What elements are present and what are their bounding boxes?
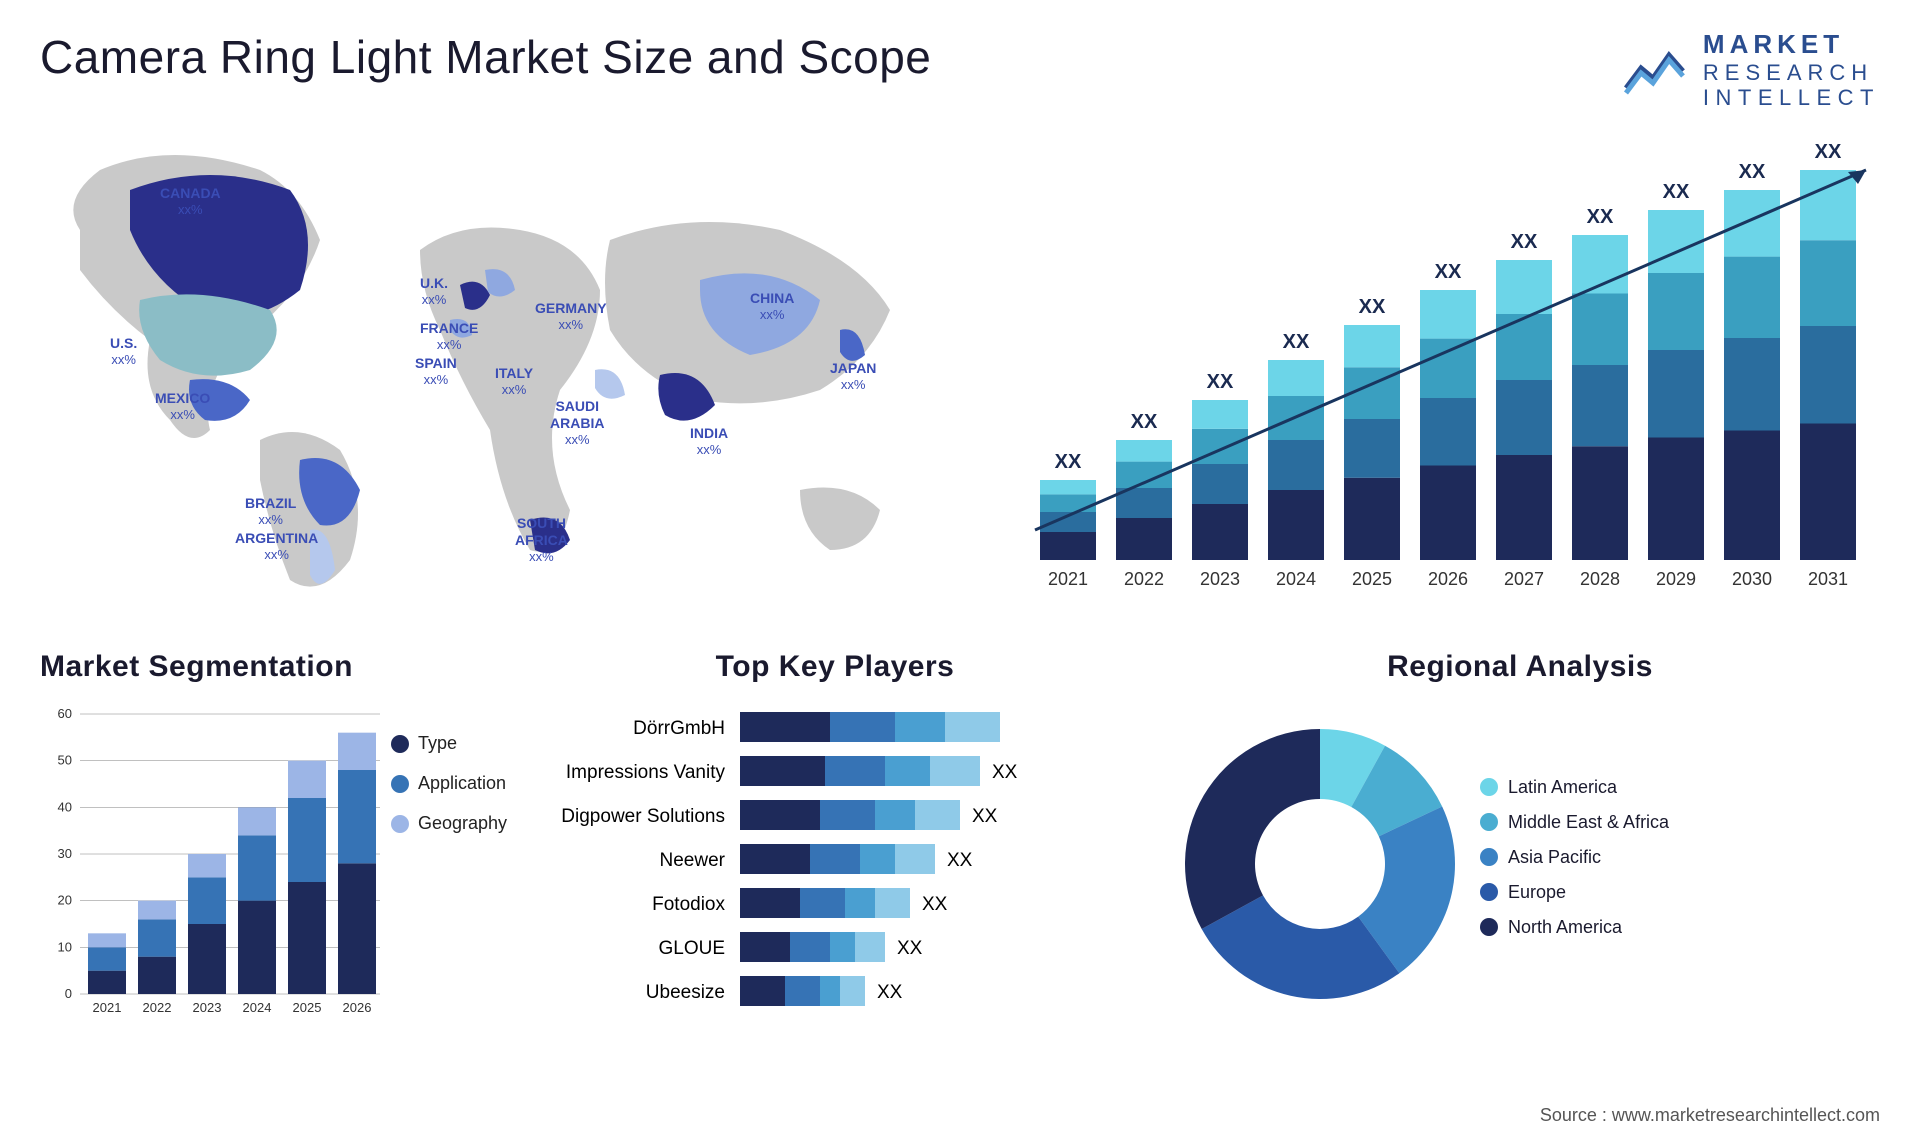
- regional-title: Regional Analysis: [1160, 650, 1880, 684]
- svg-text:XX: XX: [947, 850, 973, 871]
- svg-text:2027: 2027: [1504, 569, 1544, 589]
- regional-legend: Latin America Middle East & Africa Asia Pa…: [1480, 777, 1669, 952]
- svg-text:10: 10: [58, 940, 72, 955]
- legend-dot-icon: [1480, 813, 1498, 831]
- svg-text:Ubeesize: Ubeesize: [646, 982, 725, 1003]
- players-title: Top Key Players: [540, 650, 1130, 684]
- svg-text:2024: 2024: [1276, 569, 1316, 589]
- country-label: BRAZILxx%: [245, 495, 296, 527]
- legend-item: Middle East & Africa: [1480, 812, 1669, 833]
- legend-dot-icon: [1480, 918, 1498, 936]
- country-label: INDIAxx%: [690, 425, 728, 457]
- legend-item: Latin America: [1480, 777, 1669, 798]
- country-label: MEXICOxx%: [155, 390, 210, 422]
- svg-text:Geography: Geography: [418, 813, 507, 833]
- logo-icon: [1621, 43, 1691, 98]
- logo-line2: RESEARCH: [1703, 60, 1880, 85]
- svg-text:30: 30: [58, 846, 72, 861]
- svg-text:XX: XX: [897, 938, 923, 959]
- svg-text:20: 20: [58, 893, 72, 908]
- svg-text:Type: Type: [418, 733, 457, 753]
- svg-text:2022: 2022: [143, 1000, 172, 1015]
- country-label: JAPANxx%: [830, 360, 876, 392]
- svg-text:XX: XX: [1663, 181, 1690, 203]
- country-label: SOUTHAFRICAxx%: [515, 515, 568, 564]
- growth-bar-chart: XX 2021 XX 2022 XX 2023 XX 2024 XX 2025 XX 2026 XX 20…: [980, 130, 1880, 610]
- brand-logo: MARKET RESEARCH INTELLECT: [1621, 30, 1880, 110]
- svg-text:XX: XX: [1055, 451, 1082, 473]
- svg-text:2023: 2023: [1200, 569, 1240, 589]
- legend-dot-icon: [1480, 848, 1498, 866]
- svg-text:2028: 2028: [1580, 569, 1620, 589]
- segmentation-title: Market Segmentation: [40, 650, 510, 684]
- svg-text:0: 0: [65, 986, 72, 1001]
- svg-text:2029: 2029: [1656, 569, 1696, 589]
- svg-text:2030: 2030: [1732, 569, 1772, 589]
- svg-text:XX: XX: [1435, 261, 1462, 283]
- svg-text:50: 50: [58, 753, 72, 768]
- regional-donut: Latin America Middle East & Africa Asia Pa…: [1160, 704, 1880, 1024]
- svg-text:XX: XX: [1207, 371, 1234, 393]
- svg-text:2021: 2021: [1048, 569, 1088, 589]
- svg-text:2026: 2026: [343, 1000, 372, 1015]
- country-label: FRANCExx%: [420, 320, 478, 352]
- country-label: GERMANYxx%: [535, 300, 607, 332]
- svg-text:60: 60: [58, 706, 72, 721]
- legend-dot-icon: [1480, 778, 1498, 796]
- country-label: SAUDIARABIAxx%: [550, 398, 604, 447]
- source-attribution: Source : www.marketresearchintellect.com: [1540, 1105, 1880, 1126]
- country-label: ITALYxx%: [495, 365, 533, 397]
- svg-text:Neewer: Neewer: [660, 850, 726, 871]
- logo-line1: MARKET: [1703, 30, 1880, 60]
- logo-line3: INTELLECT: [1703, 85, 1880, 110]
- legend-item: North America: [1480, 917, 1669, 938]
- svg-text:Fotodiox: Fotodiox: [652, 894, 725, 915]
- legend-label: Asia Pacific: [1508, 847, 1601, 868]
- page-title: Camera Ring Light Market Size and Scope: [40, 30, 931, 84]
- country-label: U.K.xx%: [420, 275, 448, 307]
- svg-text:Digpower Solutions: Digpower Solutions: [561, 806, 725, 827]
- svg-text:XX: XX: [1739, 161, 1766, 183]
- svg-text:2025: 2025: [1352, 569, 1392, 589]
- top-players-chart: DörrGmbH Impressions Vanity XX Digpower Sol…: [540, 704, 1130, 1024]
- svg-text:Impressions Vanity: Impressions Vanity: [566, 762, 726, 783]
- country-label: CANADAxx%: [160, 185, 221, 217]
- svg-text:40: 40: [58, 800, 72, 815]
- legend-dot-icon: [1480, 883, 1498, 901]
- world-map: CANADAxx% U.S.xx% MEXICOxx% BRAZILxx%ARGENT…: [40, 130, 940, 610]
- svg-text:2024: 2024: [243, 1000, 272, 1015]
- legend-label: Europe: [1508, 882, 1566, 903]
- legend-label: Latin America: [1508, 777, 1617, 798]
- legend-item: Europe: [1480, 882, 1669, 903]
- segmentation-chart: 0 10 20 30 40 50 60 2021 2022 2023 2024 2025 2026 Typ…: [40, 704, 510, 1024]
- svg-text:DörrGmbH: DörrGmbH: [633, 718, 725, 739]
- svg-text:2022: 2022: [1124, 569, 1164, 589]
- svg-text:XX: XX: [922, 894, 948, 915]
- svg-text:XX: XX: [1131, 411, 1158, 433]
- legend-label: Middle East & Africa: [1508, 812, 1669, 833]
- legend-label: North America: [1508, 917, 1622, 938]
- svg-text:XX: XX: [972, 806, 998, 827]
- legend-item: Asia Pacific: [1480, 847, 1669, 868]
- svg-text:2023: 2023: [193, 1000, 222, 1015]
- svg-text:2026: 2026: [1428, 569, 1468, 589]
- country-label: U.S.xx%: [110, 335, 137, 367]
- svg-text:XX: XX: [1587, 206, 1614, 228]
- svg-text:Application: Application: [418, 773, 506, 793]
- svg-text:2031: 2031: [1808, 569, 1848, 589]
- svg-text:XX: XX: [877, 982, 903, 1003]
- svg-text:XX: XX: [1511, 231, 1538, 253]
- country-label: ARGENTINAxx%: [235, 530, 318, 562]
- svg-text:2025: 2025: [293, 1000, 322, 1015]
- svg-text:GLOUE: GLOUE: [658, 938, 725, 959]
- svg-text:XX: XX: [992, 762, 1018, 783]
- svg-text:XX: XX: [1815, 141, 1842, 163]
- country-label: SPAINxx%: [415, 355, 457, 387]
- svg-text:2021: 2021: [93, 1000, 122, 1015]
- country-label: CHINAxx%: [750, 290, 794, 322]
- svg-text:XX: XX: [1359, 296, 1386, 318]
- svg-text:XX: XX: [1283, 331, 1310, 353]
